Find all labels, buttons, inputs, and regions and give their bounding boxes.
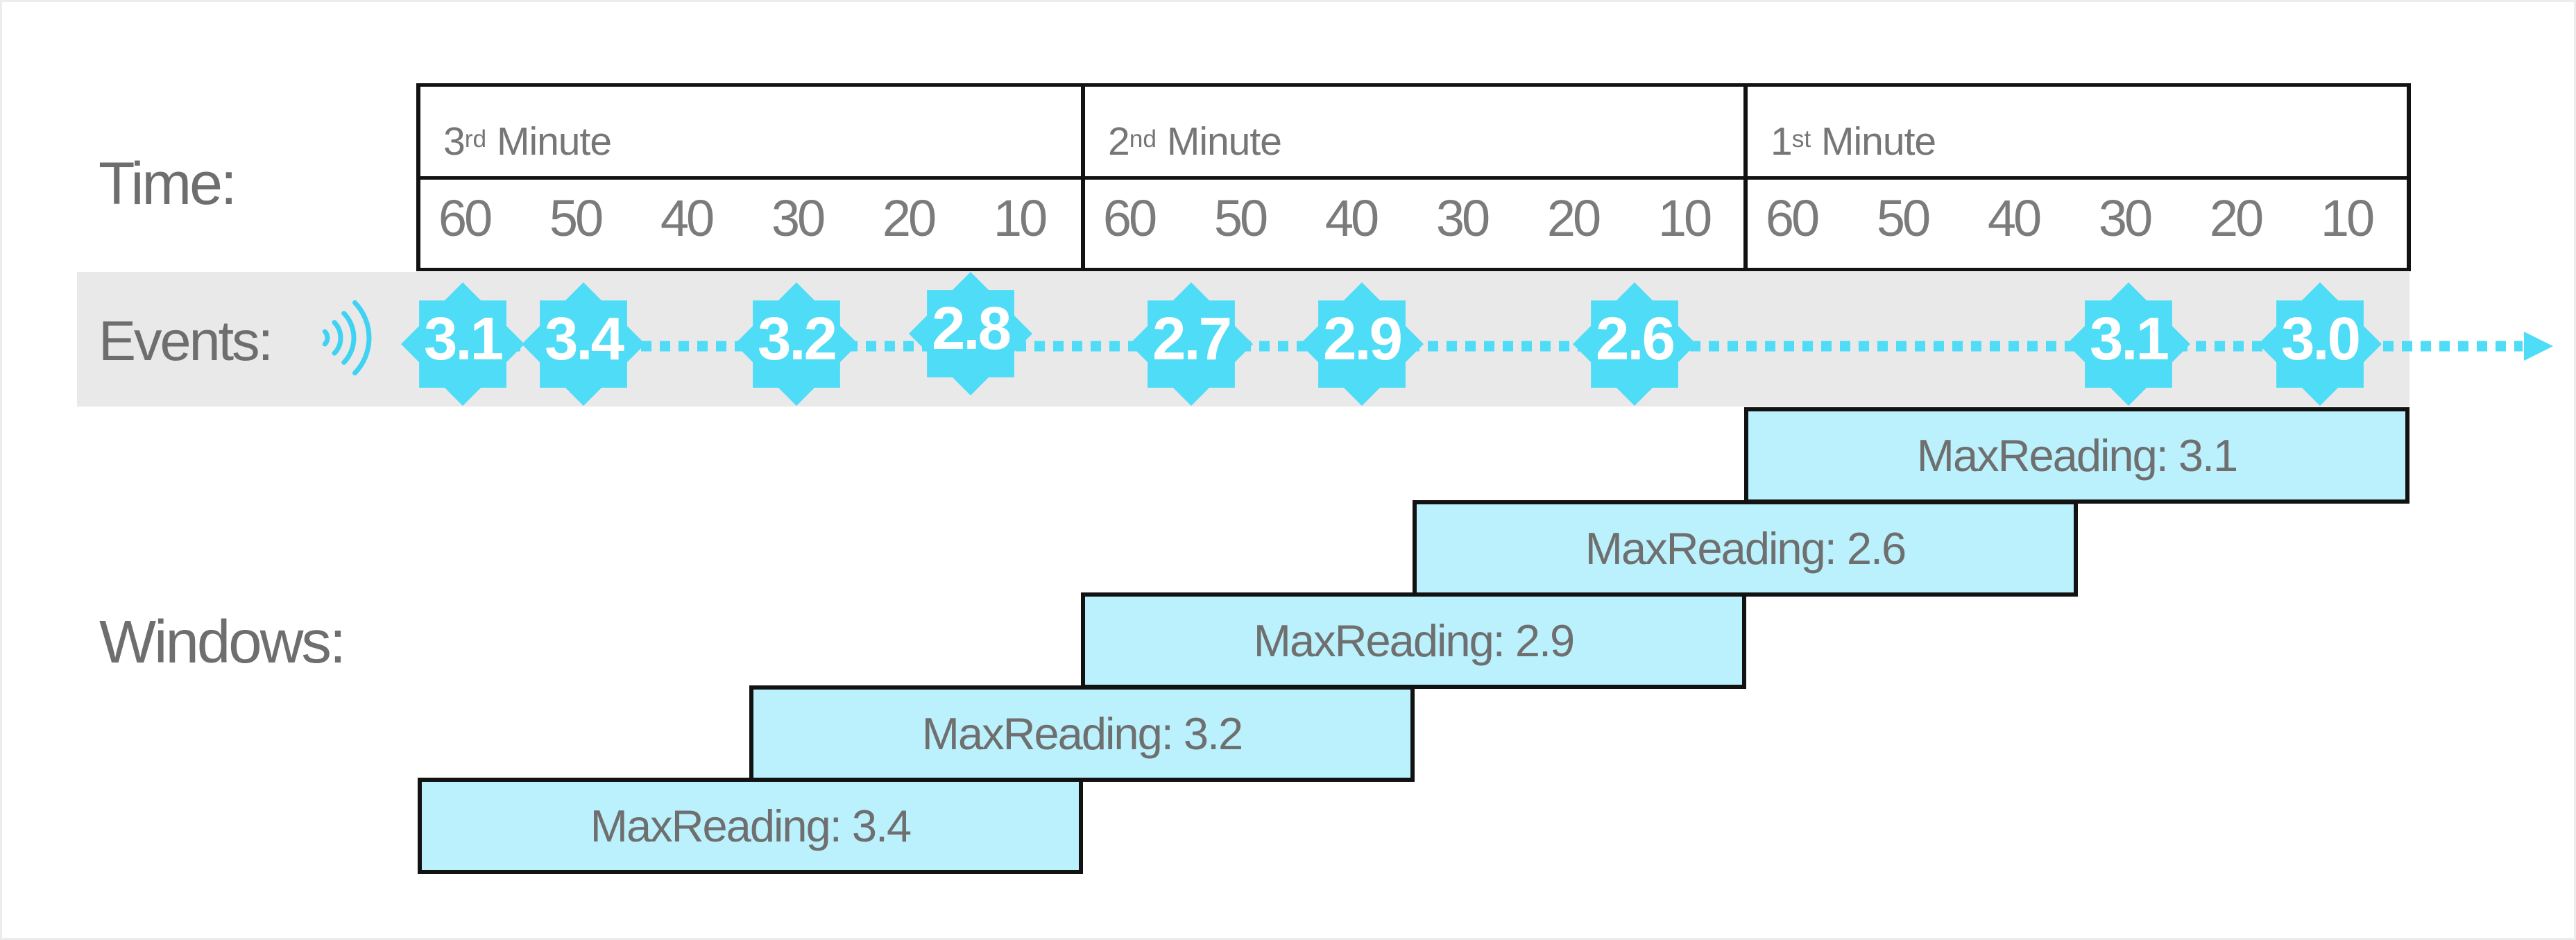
svg-text:3.0: 3.0 xyxy=(2281,305,2359,373)
svg-text:3.4: 3.4 xyxy=(545,305,624,373)
svg-text:2.9: 2.9 xyxy=(1323,305,1401,373)
svg-text:2.6: 2.6 xyxy=(1596,305,1674,373)
svg-text:3.1: 3.1 xyxy=(2090,305,2168,373)
svg-text:2.7: 2.7 xyxy=(1152,305,1230,373)
svg-text:2.8: 2.8 xyxy=(932,295,1010,362)
svg-text:3.1: 3.1 xyxy=(424,305,502,373)
svg-text:3.2: 3.2 xyxy=(758,305,835,373)
